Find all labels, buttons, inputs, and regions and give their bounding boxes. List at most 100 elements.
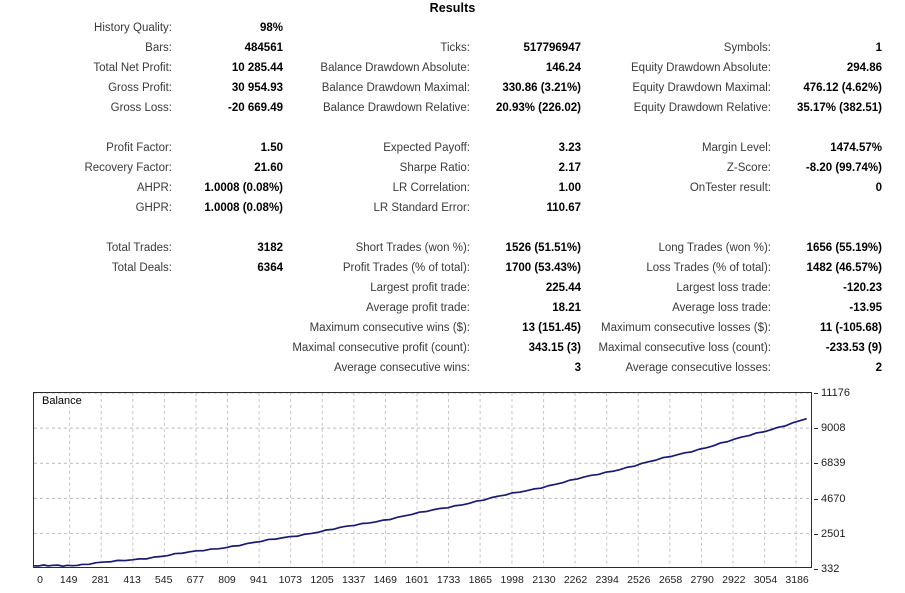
stat-label: Recovery Factor:	[84, 162, 172, 174]
stat-row: AHPR: 1.0008 (0.08%)	[0, 178, 283, 198]
stat-row: Average consecutive losses: 2	[592, 358, 882, 378]
stat-value: -120.23	[842, 282, 882, 294]
stat-spacer	[592, 118, 882, 138]
stat-row: Gross Loss: -20 669.49	[0, 98, 283, 118]
stat-row: Equity Drawdown Absolute: 294.86	[592, 58, 882, 78]
balance-line	[34, 417, 807, 567]
stat-label: Sharpe Ratio:	[399, 162, 470, 174]
y-tick-mark	[814, 569, 818, 570]
y-tick-label: 2501	[821, 527, 846, 540]
stat-row: Balance Drawdown Maximal: 330.86 (3.21%)	[291, 78, 581, 98]
stat-spacer	[0, 278, 283, 298]
stat-label: LR Correlation:	[392, 182, 470, 194]
stat-label	[0, 318, 181, 338]
stat-spacer	[291, 118, 581, 138]
stat-value: 1	[875, 42, 882, 54]
stat-value: 3182	[257, 242, 283, 254]
stat-value: 3	[574, 362, 581, 374]
x-tick-label: 149	[59, 574, 78, 586]
stat-label: Long Trades (won %):	[658, 242, 771, 254]
stat-row: Maximal consecutive loss (count): -233.53…	[592, 338, 882, 358]
stat-value: 2.17	[558, 162, 581, 174]
stat-value	[780, 118, 882, 138]
stat-label: Loss Trades (% of total):	[646, 262, 771, 274]
stat-value: 6364	[257, 262, 283, 274]
stat-value	[479, 118, 581, 138]
chart-x-axis: 0 149 281 413 545 677 809 941 1073 1205 1337 1469 16…	[33, 569, 813, 591]
stat-label: Gross Loss:	[110, 102, 172, 114]
x-tick-label: 1073	[278, 574, 302, 586]
stat-label: Ticks:	[440, 42, 470, 54]
stat-row: Total Trades: 3182	[0, 238, 283, 258]
x-tick-label: 2790	[690, 574, 714, 586]
stat-value: 484561	[244, 42, 283, 54]
stat-value: 1474.57%	[830, 142, 882, 154]
chart-plot-area	[34, 393, 811, 567]
stat-value: 35.17% (382.51)	[796, 102, 882, 114]
x-tick-label: 2658	[658, 574, 683, 586]
stat-label: Balance Drawdown Absolute:	[320, 62, 470, 74]
y-tick-mark	[814, 393, 818, 394]
stat-row: Expected Payoff: 3.23	[291, 138, 581, 158]
stat-row: Balance Drawdown Relative: 20.93% (226.02…	[291, 98, 581, 118]
stat-spacer	[592, 198, 882, 218]
stat-row: Total Net Profit: 10 285.44	[0, 58, 283, 78]
stat-label	[0, 358, 181, 378]
stat-spacer	[0, 218, 283, 238]
stat-value	[780, 18, 882, 38]
stat-value: 225.44	[545, 282, 581, 294]
stat-label: Expected Payoff:	[383, 142, 470, 154]
stat-value: 1.00	[558, 182, 581, 194]
stat-value	[181, 318, 283, 338]
x-tick-label: 1998	[500, 574, 524, 586]
stat-label: Total Deals:	[111, 262, 172, 274]
stat-label: Maximal consecutive loss (count):	[598, 342, 771, 354]
stat-value: 18.21	[552, 302, 581, 314]
stat-value: 1.0008 (0.08%)	[204, 182, 283, 194]
y-tick-mark	[814, 428, 818, 430]
right-column: Symbols: 1 Equity Drawdown Absolute: 294.86…	[592, 18, 882, 378]
x-tick-label: 1865	[468, 574, 492, 586]
stat-row: Average profit trade: 18.21	[291, 298, 581, 318]
x-tick-label: 1601	[405, 574, 429, 586]
stat-value: 1.50	[260, 142, 283, 154]
stat-value	[181, 358, 283, 378]
stat-label: Equity Drawdown Absolute:	[631, 62, 771, 74]
stat-value	[780, 198, 882, 218]
stat-value: 476.12 (4.62%)	[803, 82, 882, 94]
stat-label: Total Trades:	[106, 242, 172, 254]
stat-value: 2	[875, 362, 882, 374]
x-tick-label: 2922	[722, 574, 746, 586]
stat-spacer	[291, 18, 581, 38]
stat-value: -20 669.49	[228, 102, 283, 114]
x-tick-label: 1733	[436, 574, 461, 586]
stat-label: Average consecutive losses:	[625, 362, 771, 374]
stat-value: 1526 (51.51%)	[505, 242, 581, 254]
stat-spacer	[592, 18, 882, 38]
stat-value: 13 (151.45)	[522, 322, 581, 334]
y-tick-label: 11176	[821, 387, 850, 399]
x-tick-label: 281	[91, 574, 110, 586]
stat-row: Gross Profit: 30 954.93	[0, 78, 283, 98]
stat-value	[181, 218, 283, 238]
middle-column: Ticks: 517796947 Balance Drawdown Absolute…	[291, 18, 581, 378]
stat-label: Equity Drawdown Maximal:	[632, 82, 771, 94]
stat-label: Profit Trades (% of total):	[342, 262, 470, 274]
stat-value: 98%	[259, 22, 283, 34]
stat-value: -13.95	[849, 302, 882, 314]
stat-row: Maximum consecutive losses ($): 11 (-105.…	[592, 318, 882, 338]
stat-value: 21.60	[254, 162, 283, 174]
x-tick-label: 413	[123, 574, 141, 586]
stat-row: Total Deals: 6364	[0, 258, 283, 278]
stat-label: Balance Drawdown Maximal:	[321, 82, 470, 94]
stat-value: -233.53 (9)	[825, 342, 882, 354]
x-tick-label: 1205	[310, 574, 334, 586]
stat-value: 1482 (46.57%)	[806, 262, 882, 274]
y-tick-label: 9008	[821, 422, 846, 435]
stat-value	[181, 298, 283, 318]
y-tick-mark	[814, 498, 818, 500]
stat-row: Z-Score: -8.20 (99.74%)	[592, 158, 882, 178]
stat-row: OnTester result: 0	[592, 178, 882, 198]
stat-label: Bars:	[145, 42, 172, 54]
stat-label: Equity Drawdown Relative:	[633, 102, 771, 114]
